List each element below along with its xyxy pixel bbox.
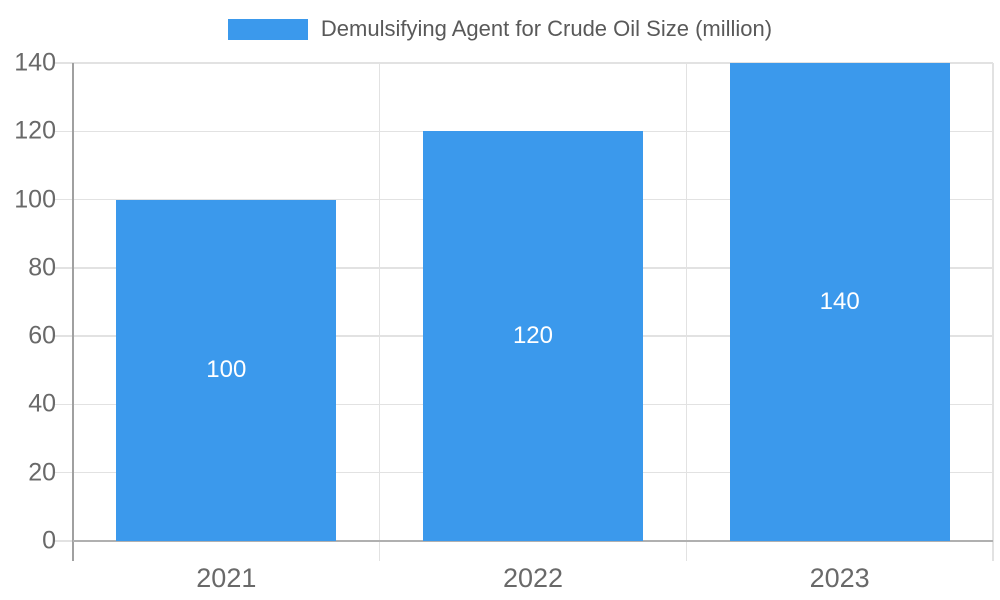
y-axis-tick-label: 140	[14, 48, 56, 77]
y-axis-tick-label: 60	[28, 321, 56, 350]
x-axis-tick-label: 2022	[502, 563, 564, 593]
bar-value-label: 120	[512, 322, 553, 350]
bar-value-label: 100	[206, 356, 247, 384]
y-axis-tick-label: 120	[14, 116, 56, 145]
x-axis-line	[73, 540, 993, 542]
y-axis-line	[72, 63, 74, 561]
y-axis-tick-label: 80	[28, 253, 56, 282]
bar[interactable]: 120	[422, 131, 643, 541]
x-gridline	[992, 63, 994, 561]
legend: Demulsifying Agent for Crude Oil Size (m…	[0, 16, 1000, 42]
y-axis-tick-label: 40	[28, 389, 56, 418]
y-gridline	[53, 62, 993, 64]
legend-item[interactable]: Demulsifying Agent for Crude Oil Size (m…	[227, 16, 773, 42]
legend-swatch-icon	[227, 18, 308, 40]
y-axis-tick-label: 100	[14, 185, 56, 214]
legend-label: Demulsifying Agent for Crude Oil Size (m…	[320, 16, 773, 41]
y-axis-tick-label: 20	[28, 458, 56, 487]
y-axis-tick-label: 0	[42, 526, 56, 555]
bar-value-label: 140	[819, 288, 860, 315]
x-axis-tick-label: 2021	[196, 563, 257, 593]
bar[interactable]: 140	[729, 63, 950, 541]
bar[interactable]: 100	[116, 199, 337, 541]
x-gridline	[685, 63, 688, 561]
x-gridline	[378, 63, 381, 561]
x-axis-tick-label: 2023	[809, 563, 870, 593]
plot-area: 0 20 40 60 80 100 120 140 100 2021 120 2022 140 2023	[14, 49, 994, 593]
